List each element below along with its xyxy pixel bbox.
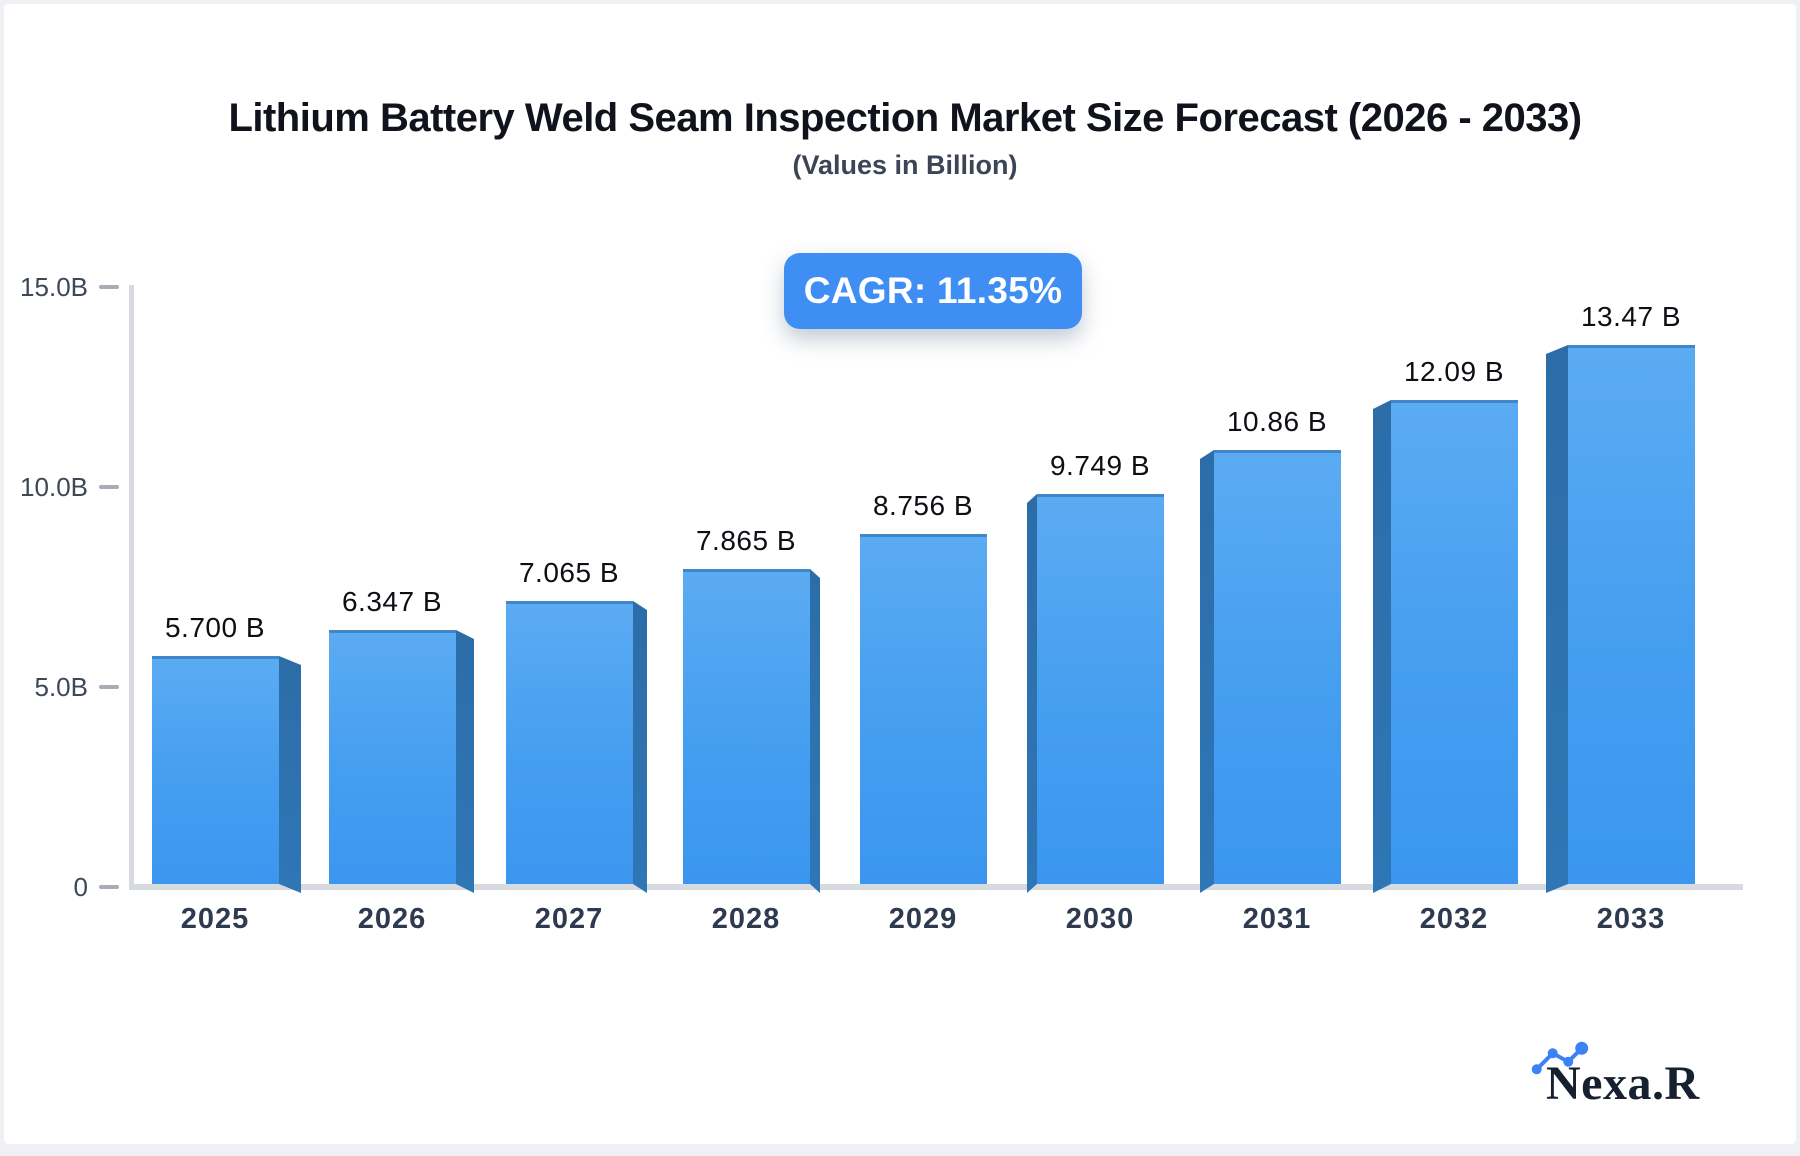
bar-value-label: 13.47 B — [1580, 301, 1682, 332]
zigzag-dots-icon — [1531, 1041, 1589, 1075]
y-axis-tick-label: 15.0B — [20, 272, 88, 302]
x-axis-label: 2025 — [180, 903, 250, 935]
bar-side-face — [455, 630, 474, 893]
x-axis-label: 2028 — [711, 903, 781, 935]
bar — [1213, 450, 1341, 884]
bar-side-face — [1026, 494, 1037, 893]
x-axis-label: 2030 — [1065, 903, 1135, 935]
bar — [505, 601, 633, 884]
bar-side-face — [1372, 400, 1391, 893]
y-axis-tick-mark — [99, 885, 119, 889]
bar-value-label: 12.09 B — [1403, 356, 1505, 387]
bar-value-label: 5.700 B — [164, 612, 266, 643]
y-axis-tick-mark — [99, 285, 119, 289]
logo-text: Nexa.R — [1546, 1057, 1700, 1110]
bar-value-label: 8.756 B — [872, 490, 974, 521]
cagr-badge-label: CAGR: 11.35% — [803, 270, 1063, 311]
bar — [1036, 494, 1164, 884]
x-axis-label: 2031 — [1242, 903, 1312, 935]
bar-value-label: 7.865 B — [695, 525, 797, 556]
y-axis-tick-label: 10.0B — [20, 472, 88, 502]
bar-side-face — [1545, 345, 1568, 893]
y-axis-tick-label: 5.0B — [34, 672, 89, 702]
chart-subtitle: (Values in Billion) — [792, 150, 1018, 180]
bar-value-label: 6.347 B — [341, 586, 443, 617]
x-axis-label: 2033 — [1596, 903, 1666, 935]
brand-logo: Nexa.R — [1525, 1036, 1765, 1116]
bar-value-label: 7.065 B — [518, 557, 620, 588]
x-axis-label: 2027 — [534, 903, 604, 935]
x-axis-label: 2029 — [888, 903, 958, 935]
bar — [328, 630, 456, 884]
bar-side-face — [1199, 450, 1214, 893]
y-axis-line — [129, 285, 134, 890]
bar-side-face — [809, 569, 820, 893]
bar-side-face — [278, 656, 301, 893]
x-axis-line — [129, 884, 1743, 890]
bar — [1390, 400, 1518, 884]
y-axis-tick-mark — [99, 485, 119, 489]
bar-value-label: 10.86 B — [1226, 406, 1328, 437]
bar — [859, 534, 987, 884]
bar — [682, 569, 810, 884]
cagr-badge: CAGR: 11.35% — [784, 253, 1082, 329]
y-axis-tick-label: 0 — [73, 872, 88, 902]
y-axis-tick-mark — [99, 685, 119, 689]
x-axis-label: 2032 — [1419, 903, 1489, 935]
chart-title: Lithium Battery Weld Seam Inspection Mar… — [228, 96, 1582, 140]
bar — [151, 656, 279, 884]
bar-side-face — [632, 601, 647, 893]
x-axis-label: 2026 — [357, 903, 427, 935]
bar-value-label: 9.749 B — [1049, 450, 1151, 481]
bar — [1567, 345, 1695, 884]
